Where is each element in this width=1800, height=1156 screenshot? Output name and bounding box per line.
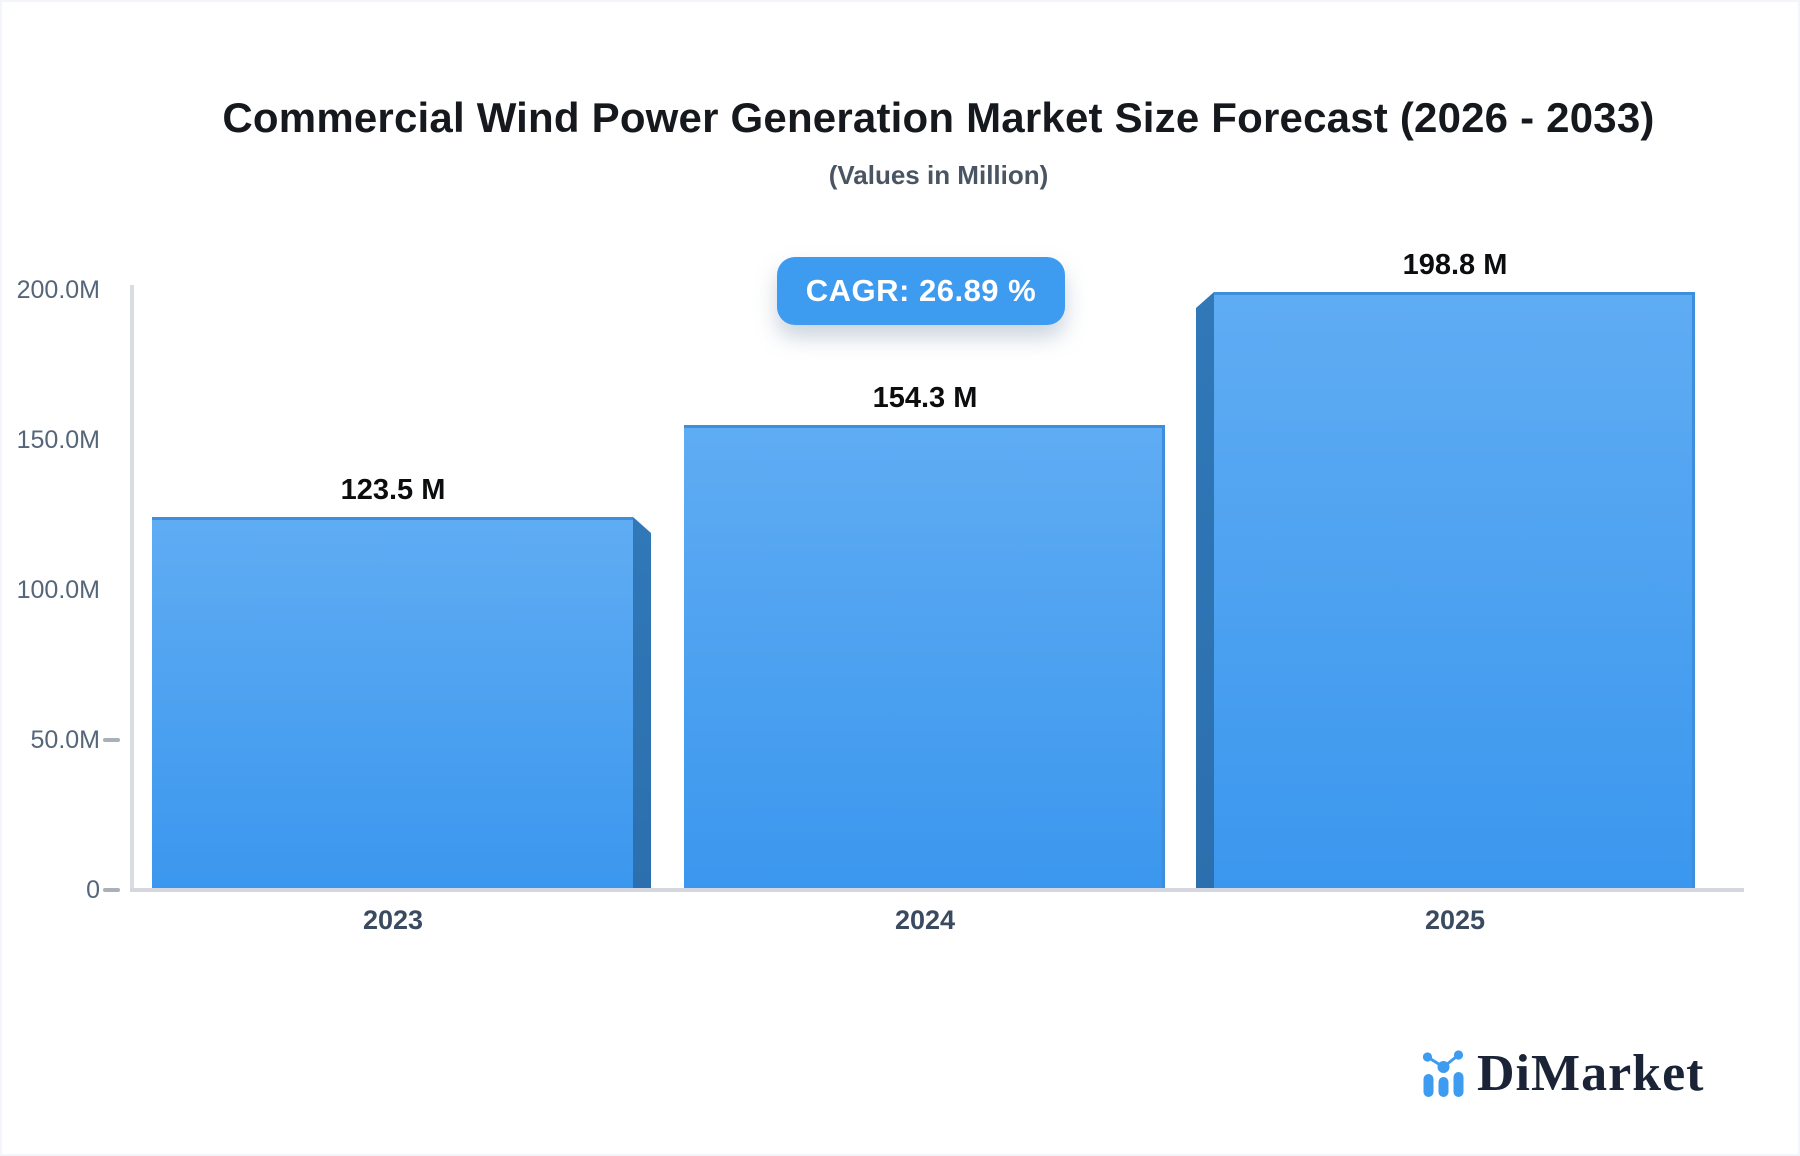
logo-text: DiMarket [1477,1045,1705,1102]
cagr-badge-label: CAGR: 26.89 % [805,273,1037,308]
x-axis-line [130,888,1744,892]
bar-2025 [1214,292,1695,888]
bar-value-label: 154.3 M [872,382,978,414]
bar-2025-side-face [1196,292,1214,888]
cagr-badge: CAGR: 26.89 % [777,257,1065,325]
y-axis-label: 150.0M [16,426,100,454]
brand-logo: DiMarket [1423,1044,1705,1102]
y-axis-label: 100.0M [16,576,100,604]
bar-2023-side-face [633,517,651,888]
bar-2024 [684,425,1165,888]
y-axis-tick [103,738,120,742]
page-subtitle: (Values in Million) [828,160,1049,191]
y-axis-label: 50.0M [30,726,100,754]
x-axis-label-2023: 2023 [362,905,424,935]
y-axis-line [130,285,134,890]
bar-value-label: 123.5 M [340,474,446,506]
y-axis-label: 0 [86,876,100,904]
x-axis-label-2025: 2025 [1424,905,1486,935]
bar-2023 [152,517,633,888]
bar-value-label: 198.8 M [1402,249,1508,281]
chart-header: Commercial Wind Power Generation Market … [133,94,1744,191]
page-title: Commercial Wind Power Generation Market … [222,94,1655,141]
y-axis-tick [103,888,120,892]
bar-line-chart-icon [1423,1050,1464,1097]
x-axis-label-2024: 2024 [894,905,956,935]
y-axis-label: 200.0M [16,276,100,304]
